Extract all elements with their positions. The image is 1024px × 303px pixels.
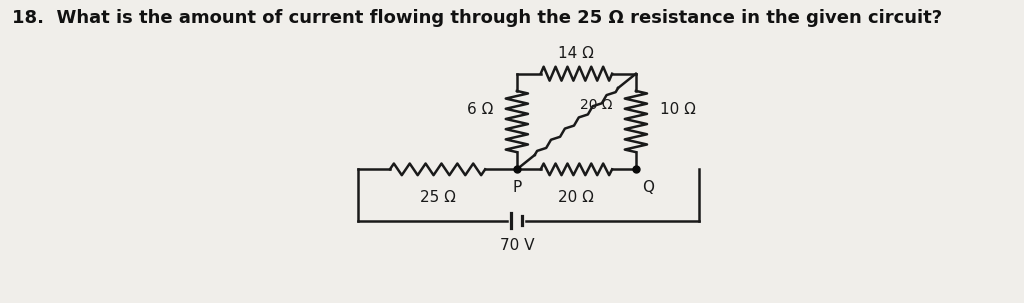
Text: Q: Q xyxy=(642,180,654,195)
Text: 70 V: 70 V xyxy=(500,238,535,253)
Text: 14 Ω: 14 Ω xyxy=(558,46,594,61)
Text: 6 Ω: 6 Ω xyxy=(467,102,494,117)
Text: 25 Ω: 25 Ω xyxy=(420,190,456,205)
Text: 20 Ω: 20 Ω xyxy=(581,98,612,112)
Text: 10 Ω: 10 Ω xyxy=(659,102,695,117)
Text: 18.  What is the amount of current flowing through the 25 Ω resistance in the gi: 18. What is the amount of current flowin… xyxy=(12,9,942,27)
Text: 20 Ω: 20 Ω xyxy=(558,190,594,205)
Text: P: P xyxy=(512,180,521,195)
